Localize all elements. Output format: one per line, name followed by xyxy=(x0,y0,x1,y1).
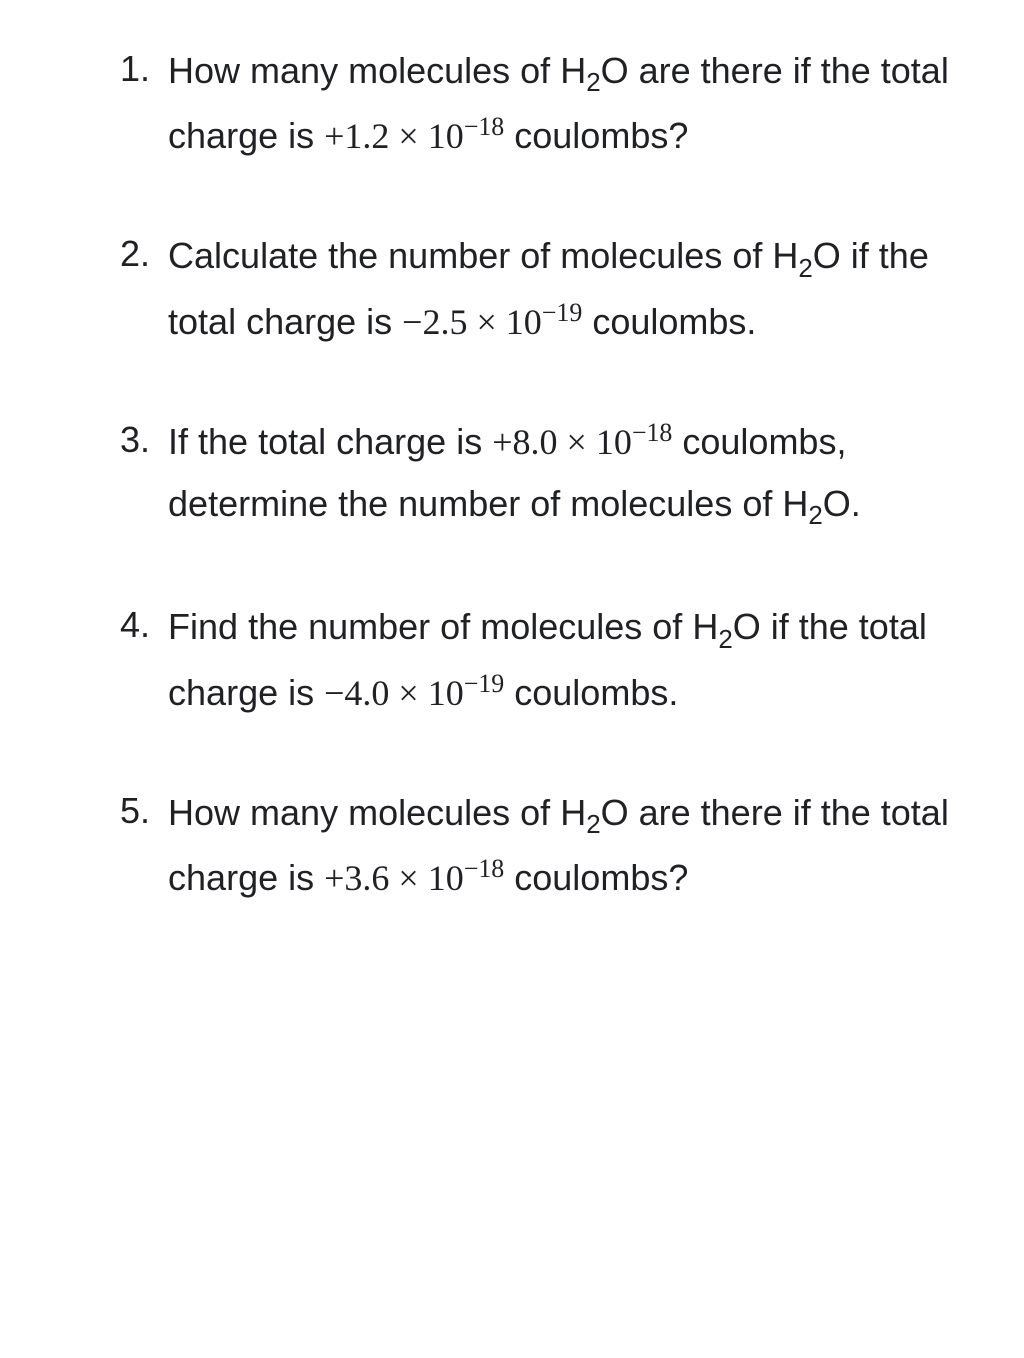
charge-exponent: −19 xyxy=(542,298,583,327)
charge-exponent: −18 xyxy=(464,112,505,141)
question-item-3: 3. If the total charge is +8.0 × 10−18 c… xyxy=(120,411,964,538)
charge-mantissa: 4.0 xyxy=(344,673,389,713)
charge-times: × xyxy=(389,116,427,156)
question-body: Find the number of molecules of H2O if t… xyxy=(168,596,964,723)
charge-base: 10 xyxy=(506,302,542,342)
text-post: coulombs. xyxy=(504,672,678,713)
charge-sign: − xyxy=(402,302,422,342)
charge-sign: + xyxy=(492,422,512,462)
charge-mantissa: 3.6 xyxy=(344,858,389,898)
text-pre: How many molecules of xyxy=(168,792,560,833)
formula-o: O xyxy=(813,235,841,276)
text-pre: Find the number of molecules of xyxy=(168,606,692,647)
formula-h: H xyxy=(692,606,718,647)
text-post: coulombs? xyxy=(504,115,688,156)
charge-exponent: −18 xyxy=(632,418,673,447)
charge-sign: + xyxy=(324,858,344,898)
charge-mantissa: 1.2 xyxy=(344,116,389,156)
question-number: 1. xyxy=(120,40,150,98)
charge-base: 10 xyxy=(428,673,464,713)
question-body: How many molecules of H2O are there if t… xyxy=(168,40,964,167)
charge-value: −2.5 × 10−19 xyxy=(402,302,582,342)
charge-value: +8.0 × 10−18 xyxy=(492,422,672,462)
text-post: coulombs? xyxy=(504,857,688,898)
charge-times: × xyxy=(389,673,427,713)
formula-sub: 2 xyxy=(586,811,600,839)
question-number: 2. xyxy=(120,225,150,283)
charge-base: 10 xyxy=(428,858,464,898)
question-number: 5. xyxy=(120,782,150,840)
charge-sign: − xyxy=(324,673,344,713)
charge-sign: + xyxy=(324,116,344,156)
charge-value: −4.0 × 10−19 xyxy=(324,673,504,713)
formula-h: H xyxy=(782,483,808,524)
charge-times: × xyxy=(467,302,505,342)
question-number: 4. xyxy=(120,596,150,654)
text-pre: How many molecules of xyxy=(168,50,560,91)
charge-mantissa: 8.0 xyxy=(513,422,558,462)
question-item-1: 1. How many molecules of H2O are there i… xyxy=(120,40,964,167)
formula-sub: 2 xyxy=(808,502,822,530)
question-body: If the total charge is +8.0 × 10−18 coul… xyxy=(168,411,964,538)
formula-o: O xyxy=(601,50,629,91)
text-pre: If the total charge is xyxy=(168,421,492,462)
charge-times: × xyxy=(558,422,596,462)
charge-times: × xyxy=(389,858,427,898)
formula-h: H xyxy=(560,792,586,833)
text-post-b: . xyxy=(851,483,861,524)
charge-value: +1.2 × 10−18 xyxy=(324,116,504,156)
question-item-5: 5. How many molecules of H2O are there i… xyxy=(120,782,964,909)
formula-o: O xyxy=(601,792,629,833)
question-number: 3. xyxy=(120,411,150,469)
formula-sub: 2 xyxy=(718,626,732,654)
charge-exponent: −19 xyxy=(464,669,505,698)
charge-base: 10 xyxy=(596,422,632,462)
text-pre: Calculate the number of molecules of xyxy=(168,235,772,276)
charge-exponent: −18 xyxy=(464,854,505,883)
text-post: coulombs. xyxy=(582,301,756,342)
formula-sub: 2 xyxy=(586,69,600,97)
questions-page: 1. How many molecules of H2O are there i… xyxy=(0,0,1024,1007)
question-item-2: 2. Calculate the number of molecules of … xyxy=(120,225,964,352)
formula-o: O xyxy=(823,483,851,524)
formula-h: H xyxy=(772,235,798,276)
charge-mantissa: 2.5 xyxy=(422,302,467,342)
charge-value: +3.6 × 10−18 xyxy=(324,858,504,898)
charge-base: 10 xyxy=(428,116,464,156)
question-body: How many molecules of H2O are there if t… xyxy=(168,782,964,909)
question-body: Calculate the number of molecules of H2O… xyxy=(168,225,964,352)
question-item-4: 4. Find the number of molecules of H2O i… xyxy=(120,596,964,723)
formula-h: H xyxy=(560,50,586,91)
formula-o: O xyxy=(733,606,761,647)
formula-sub: 2 xyxy=(798,255,812,283)
